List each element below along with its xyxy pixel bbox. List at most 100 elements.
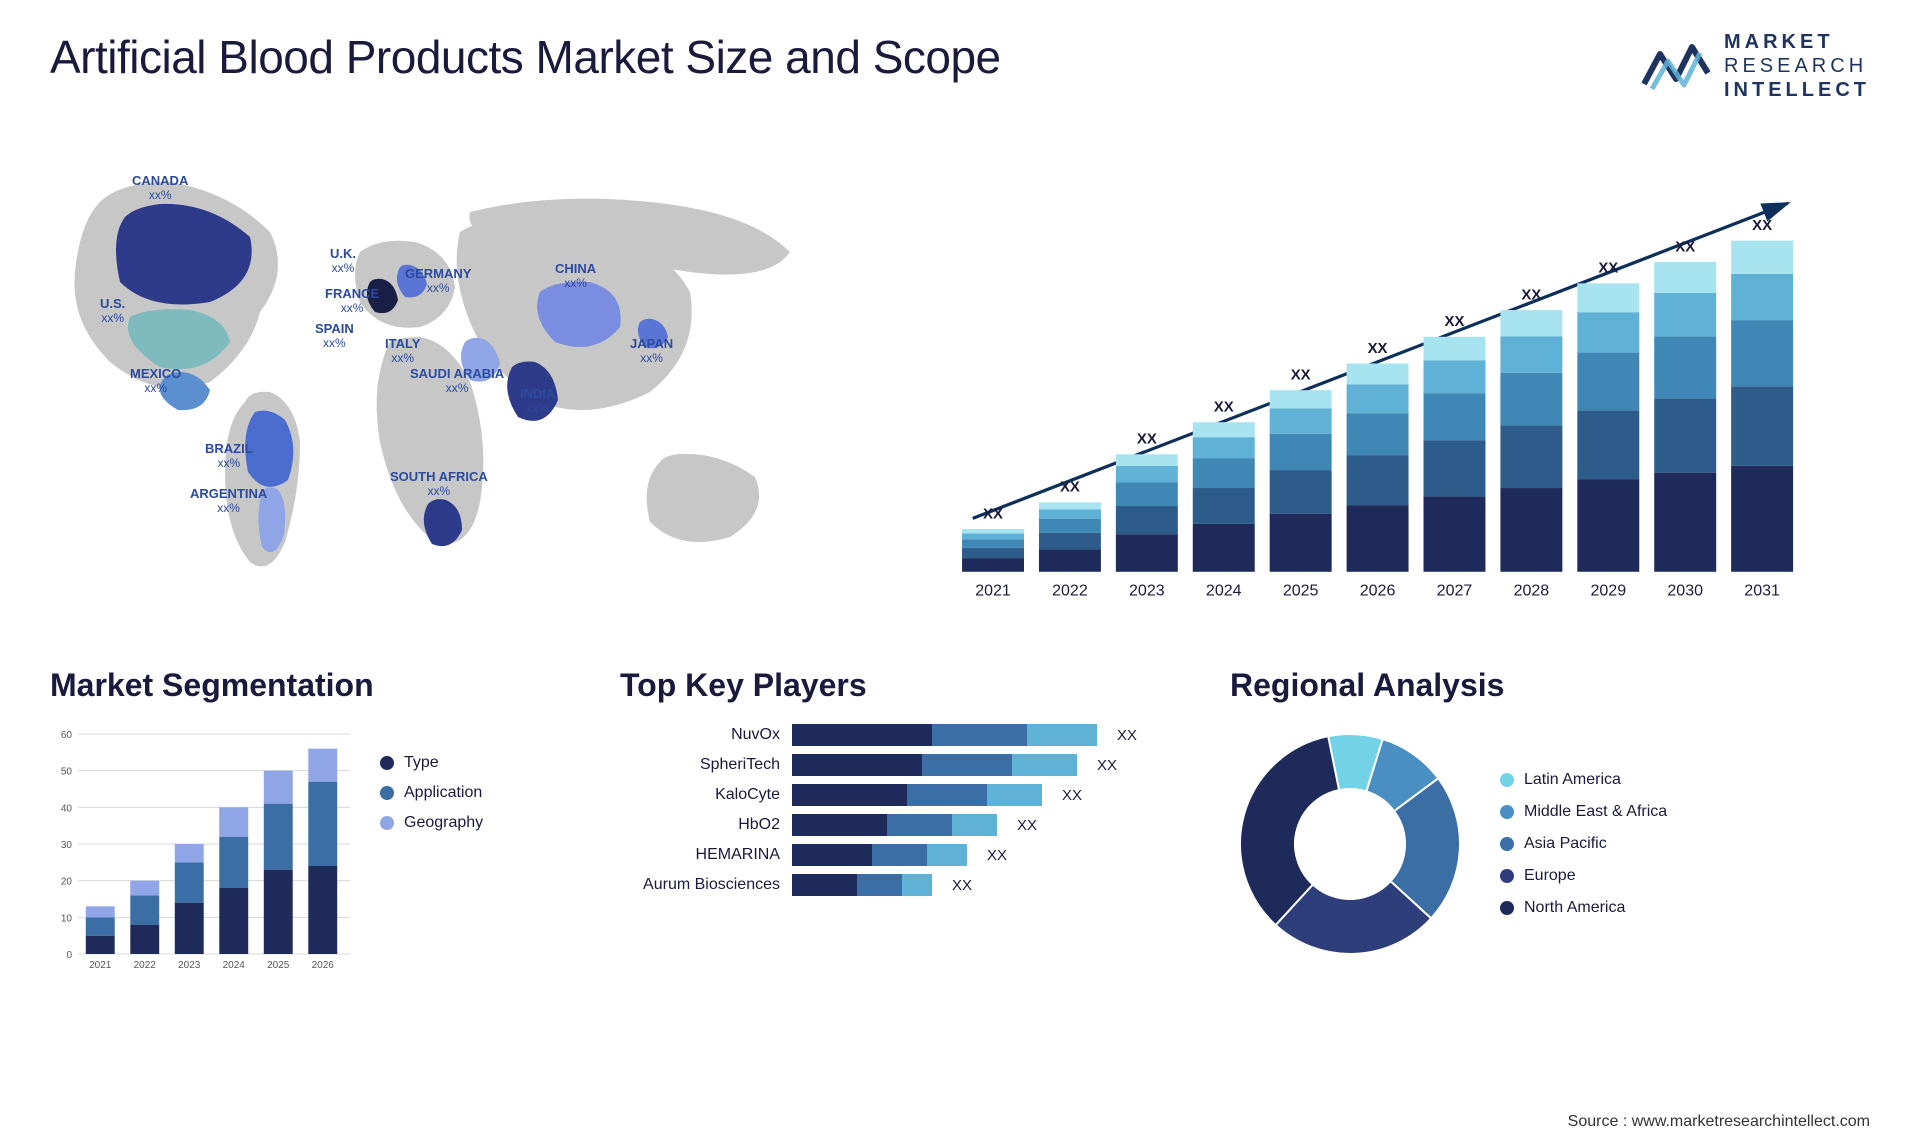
player-row: SpheriTech XX — [620, 754, 1180, 776]
player-bar-segment — [887, 814, 952, 836]
map-label: U.K.xx% — [330, 247, 356, 276]
legend-label: Application — [404, 784, 482, 802]
player-row: NuvOx XX — [620, 724, 1180, 746]
player-bar-segment — [792, 784, 907, 806]
legend-label: Latin America — [1524, 771, 1621, 789]
legend-dot — [1500, 869, 1514, 883]
map-label: FRANCExx% — [325, 287, 379, 316]
svg-text:2024: 2024 — [1206, 581, 1242, 599]
player-bar-segment — [792, 724, 932, 746]
svg-text:40: 40 — [61, 803, 73, 814]
player-bar-segment — [907, 784, 987, 806]
key-players-panel: Top Key Players NuvOx XXSpheriTech XXKal… — [620, 667, 1180, 974]
regional-donut — [1230, 724, 1470, 964]
player-name: HEMARINA — [620, 846, 780, 864]
player-bar-segment — [792, 754, 922, 776]
svg-text:2025: 2025 — [1283, 581, 1319, 599]
player-bar-segment — [952, 814, 997, 836]
player-value: XX — [1017, 817, 1037, 834]
legend-item: Geography — [380, 814, 483, 832]
legend-item: North America — [1500, 899, 1667, 917]
map-label: SAUDI ARABIAxx% — [410, 367, 504, 396]
player-name: NuvOx — [620, 726, 780, 744]
legend-label: Europe — [1524, 867, 1576, 885]
player-bar — [792, 724, 1097, 746]
svg-text:XX: XX — [983, 505, 1003, 522]
map-label: U.S.xx% — [100, 297, 125, 326]
page-title: Artificial Blood Products Market Size an… — [50, 30, 1001, 84]
legend-dot — [380, 756, 394, 770]
logo-text: MARKET RESEARCH INTELLECT — [1724, 30, 1870, 102]
key-players-title: Top Key Players — [620, 667, 1180, 704]
svg-text:10: 10 — [61, 913, 73, 924]
player-value: XX — [952, 877, 972, 894]
player-bar — [792, 814, 997, 836]
player-bar-segment — [902, 874, 932, 896]
player-value: XX — [1097, 757, 1117, 774]
svg-text:2023: 2023 — [178, 960, 201, 971]
svg-text:2030: 2030 — [1667, 581, 1703, 599]
map-label: MEXICOxx% — [130, 367, 181, 396]
player-bar — [792, 844, 967, 866]
svg-text:2021: 2021 — [975, 581, 1011, 599]
svg-text:XX: XX — [1214, 399, 1234, 416]
player-name: Aurum Biosciences — [620, 876, 780, 894]
legend-label: Asia Pacific — [1524, 835, 1607, 853]
key-players-list: NuvOx XXSpheriTech XXKaloCyte XXHbO2 XXH… — [620, 724, 1180, 896]
svg-text:XX: XX — [1137, 431, 1157, 448]
player-bar — [792, 784, 1042, 806]
legend-item: Type — [380, 754, 483, 772]
legend-dot — [1500, 901, 1514, 915]
player-value: XX — [1117, 727, 1137, 744]
svg-text:XX: XX — [1060, 479, 1080, 496]
legend-label: Geography — [404, 814, 483, 832]
legend-dot — [380, 816, 394, 830]
svg-text:20: 20 — [61, 877, 73, 888]
svg-text:XX: XX — [1291, 367, 1311, 384]
svg-text:50: 50 — [61, 767, 73, 778]
segmentation-panel: Market Segmentation 01020304050602021202… — [50, 667, 570, 974]
svg-text:2021: 2021 — [89, 960, 112, 971]
map-label: INDIAxx% — [520, 387, 555, 416]
player-bar-segment — [857, 874, 902, 896]
svg-text:2022: 2022 — [134, 960, 157, 971]
legend-item: Asia Pacific — [1500, 835, 1667, 853]
player-row: HbO2 XX — [620, 814, 1180, 836]
svg-text:30: 30 — [61, 840, 73, 851]
top-row: CANADAxx%U.S.xx%MEXICOxx%BRAZILxx%ARGENT… — [50, 142, 1870, 617]
player-bar-segment — [932, 724, 1027, 746]
map-label: SOUTH AFRICAxx% — [390, 470, 488, 499]
svg-text:XX: XX — [1675, 238, 1695, 255]
segmentation-title: Market Segmentation — [50, 667, 570, 704]
player-bar-segment — [1012, 754, 1077, 776]
growth-chart-svg: XX2021XX2022XX2023XX2024XX2025XX2026XX20… — [930, 142, 1870, 617]
logo-icon — [1642, 39, 1712, 94]
player-row: HEMARINA XX — [620, 844, 1180, 866]
segmentation-chart: 0102030405060202120222023202420252026 — [50, 724, 350, 974]
bottom-row: Market Segmentation 01020304050602021202… — [50, 667, 1870, 974]
map-label: ITALYxx% — [385, 337, 420, 366]
svg-text:XX: XX — [1752, 217, 1772, 234]
logo: MARKET RESEARCH INTELLECT — [1642, 30, 1870, 102]
player-bar-segment — [987, 784, 1042, 806]
player-name: HbO2 — [620, 816, 780, 834]
player-bar-segment — [927, 844, 967, 866]
legend-item: Latin America — [1500, 771, 1667, 789]
svg-text:2022: 2022 — [1052, 581, 1088, 599]
svg-text:XX: XX — [1521, 286, 1541, 303]
svg-text:2028: 2028 — [1514, 581, 1550, 599]
header: Artificial Blood Products Market Size an… — [50, 30, 1870, 102]
player-bar — [792, 874, 932, 896]
player-row: Aurum Biosciences XX — [620, 874, 1180, 896]
world-map: CANADAxx%U.S.xx%MEXICOxx%BRAZILxx%ARGENT… — [50, 142, 870, 582]
svg-text:XX: XX — [1368, 340, 1388, 357]
map-label: SPAINxx% — [315, 322, 354, 351]
player-bar-segment — [1027, 724, 1097, 746]
legend-item: Europe — [1500, 867, 1667, 885]
svg-text:2023: 2023 — [1129, 581, 1165, 599]
regional-title: Regional Analysis — [1230, 667, 1870, 704]
player-value: XX — [1062, 787, 1082, 804]
map-label: CANADAxx% — [132, 174, 188, 203]
svg-text:2026: 2026 — [312, 960, 335, 971]
player-bar-segment — [922, 754, 1012, 776]
